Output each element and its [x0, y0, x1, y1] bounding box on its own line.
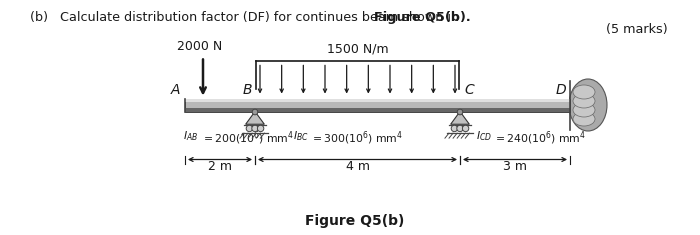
Text: 3 m: 3 m [503, 161, 527, 173]
Text: $= 200(10^6)\ \mathrm{mm}^4$: $= 200(10^6)\ \mathrm{mm}^4$ [201, 129, 294, 147]
Text: B: B [242, 82, 252, 97]
Polygon shape [246, 111, 265, 124]
Text: C: C [464, 82, 474, 97]
Circle shape [457, 109, 463, 115]
Text: 1500 N/m: 1500 N/m [327, 43, 389, 55]
Circle shape [258, 125, 264, 132]
Text: D: D [555, 82, 566, 97]
Circle shape [452, 125, 458, 132]
Ellipse shape [573, 103, 595, 117]
Ellipse shape [573, 94, 595, 108]
Text: $I_{AB}$: $I_{AB}$ [183, 129, 198, 143]
Text: Figure Q5(b): Figure Q5(b) [305, 214, 405, 228]
Text: 4 m: 4 m [346, 161, 370, 173]
Text: $= 300(10^6)\ \mathrm{mm}^4$: $= 300(10^6)\ \mathrm{mm}^4$ [310, 129, 403, 147]
Text: $= 240(10^6)\ \mathrm{mm}^4$: $= 240(10^6)\ \mathrm{mm}^4$ [493, 129, 586, 147]
Bar [185, 108, 570, 111]
Circle shape [246, 125, 253, 132]
Ellipse shape [573, 112, 595, 126]
Ellipse shape [573, 85, 595, 99]
Text: $I_{CD}$: $I_{CD}$ [476, 129, 492, 143]
Polygon shape [451, 111, 469, 124]
Circle shape [252, 125, 258, 132]
Text: A: A [171, 82, 180, 97]
Text: (5 marks): (5 marks) [606, 23, 668, 36]
Bar [185, 98, 570, 102]
Ellipse shape [569, 79, 607, 131]
Text: 2000 N: 2000 N [177, 39, 223, 52]
Text: Figure Q5(b).: Figure Q5(b). [374, 11, 470, 24]
Text: (b)   Calculate distribution factor (DF) for continues beam shown in: (b) Calculate distribution factor (DF) f… [30, 11, 463, 24]
Circle shape [457, 125, 463, 132]
Circle shape [252, 109, 258, 115]
Text: 2 m: 2 m [208, 161, 232, 173]
Circle shape [463, 125, 469, 132]
Text: $I_{BC}$: $I_{BC}$ [293, 129, 309, 143]
Bar [185, 98, 570, 111]
